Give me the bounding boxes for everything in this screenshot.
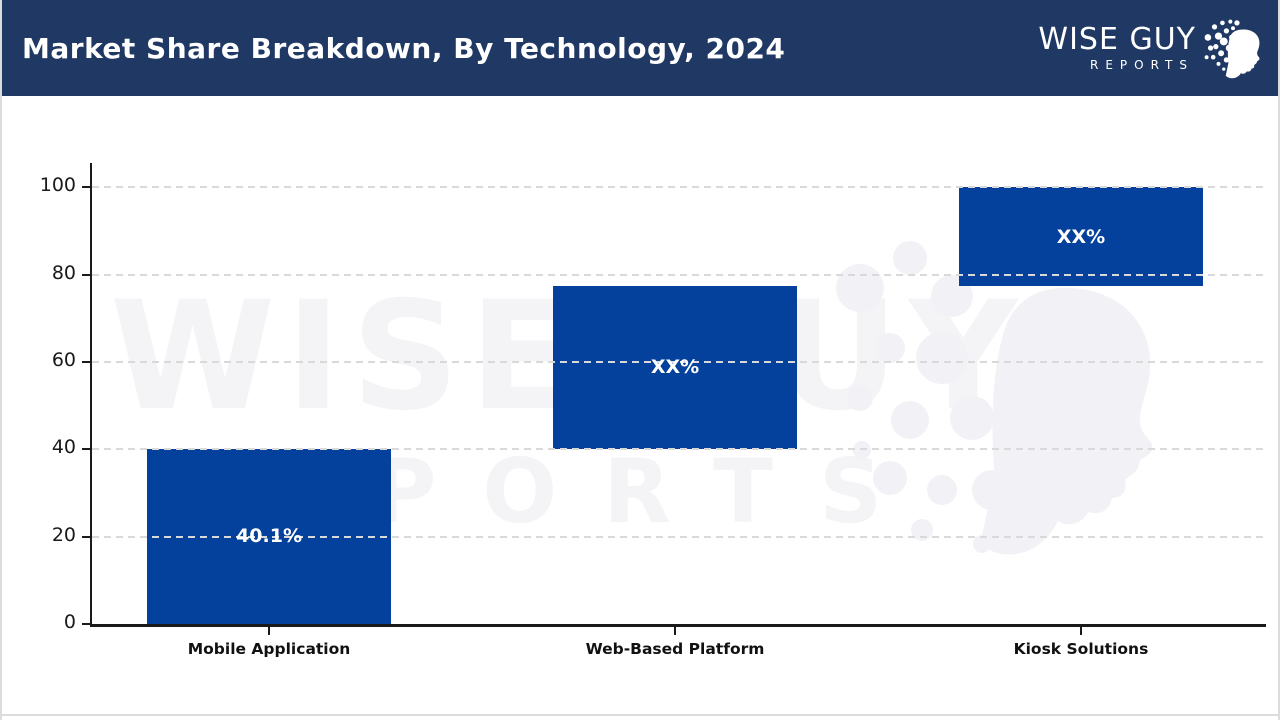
brand-logo-text: WISE GUY REPORTS <box>1038 22 1196 73</box>
bar-segment <box>958 187 1203 286</box>
grid-line <box>92 361 1266 364</box>
watermark-face-icon <box>836 241 1153 555</box>
brand-logo: WISE GUY REPORTS <box>1038 6 1266 90</box>
header-band: Market Share Breakdown, By Technology, 2… <box>2 0 1278 96</box>
x-axis-tick <box>674 627 676 635</box>
y-tick-label: 0 <box>63 611 76 633</box>
y-axis-tick <box>82 535 90 538</box>
grid-line <box>92 448 1266 451</box>
y-axis-tick <box>82 623 90 625</box>
bar-segment <box>553 285 797 449</box>
y-axis-tick <box>82 186 90 189</box>
x-axis-tick <box>268 627 271 635</box>
category-label: Web-Based Platform <box>585 640 765 658</box>
y-tick-label: 20 <box>51 523 76 546</box>
x-axis-tick <box>1079 627 1082 635</box>
grid-line <box>92 186 1266 189</box>
y-tick-label: 80 <box>51 261 76 284</box>
category-label: Mobile Application <box>187 640 351 658</box>
y-tick-label: 60 <box>51 349 76 372</box>
y-tick-label: 100 <box>39 174 76 197</box>
bar-value-label: XX% <box>1056 225 1106 248</box>
grid-line <box>92 273 1266 276</box>
grid-line <box>92 535 1266 538</box>
bar-value-label: 40.1% <box>236 525 302 548</box>
y-axis-tick <box>82 361 90 364</box>
brand-logo-line2: REPORTS <box>1089 58 1194 72</box>
y-tick-label: 40 <box>51 436 76 459</box>
bar-value-label: XX% <box>650 356 700 379</box>
dotted-face-profile-icon <box>1204 19 1260 79</box>
y-axis-tick <box>82 448 90 451</box>
y-axis-tick <box>82 273 90 276</box>
category-label: Kiosk Solutions <box>1013 640 1149 658</box>
page-title: Market Share Breakdown, By Technology, 2… <box>22 31 786 65</box>
market-share-chart-plot: 40.1% XX% XX% 0 20 40 60 80 100 Mobile Applicatio… <box>40 163 1266 658</box>
brand-logo-line1: WISE GUY <box>1038 22 1196 57</box>
